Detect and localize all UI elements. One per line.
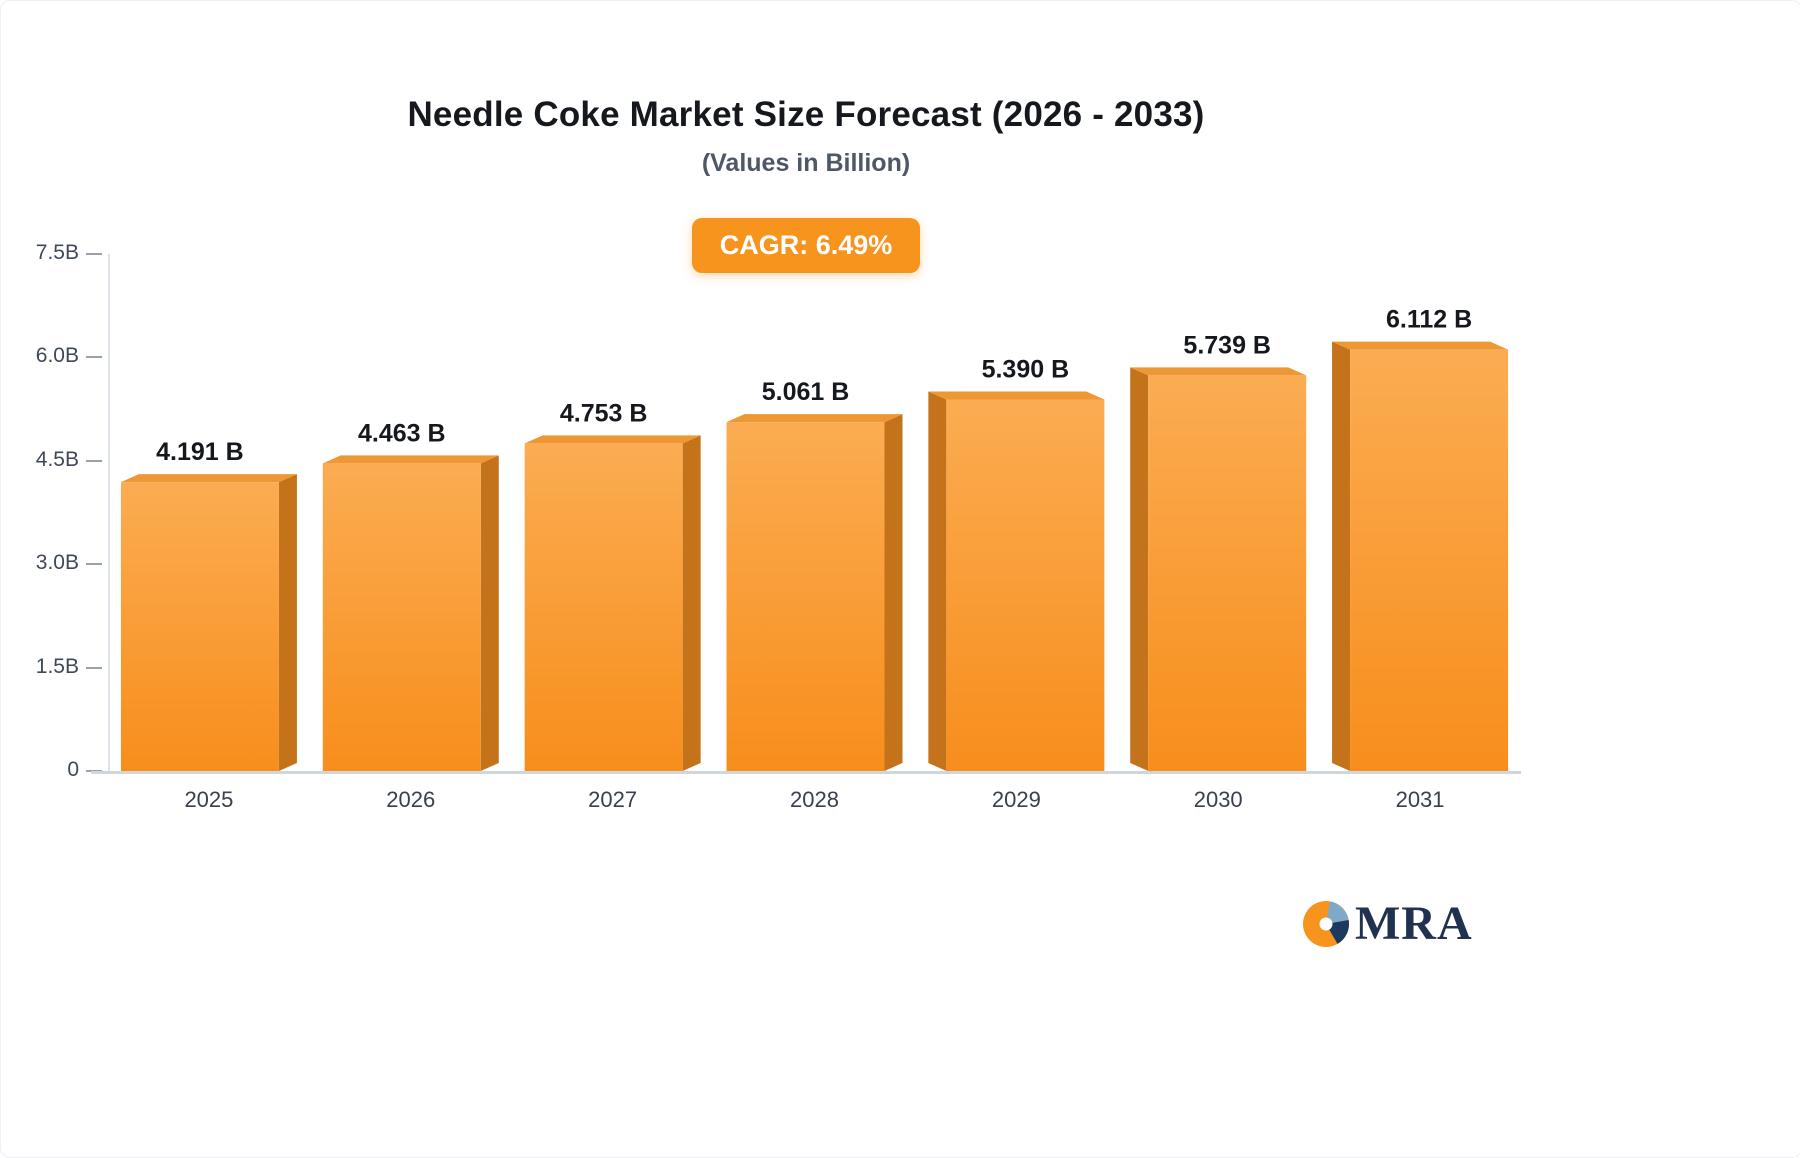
x-category-label: 2030 bbox=[1193, 787, 1243, 812]
bar-front-face bbox=[726, 422, 885, 771]
y-tick-mark bbox=[86, 253, 102, 255]
chart-title: Needle Coke Market Size Forecast (2026 -… bbox=[407, 95, 1205, 134]
brand-logo-text: MRA bbox=[1355, 897, 1473, 950]
bar-top-face bbox=[322, 455, 499, 464]
y-tick-label: 1.5B bbox=[35, 654, 79, 678]
bar-side-face bbox=[884, 414, 903, 771]
bar-2031: 6.112 B bbox=[1332, 306, 1509, 771]
bar-side-face bbox=[278, 474, 297, 771]
bar-value-label: 4.753 B bbox=[560, 399, 648, 427]
bar-side-face bbox=[1332, 341, 1351, 771]
bar-front-face bbox=[322, 463, 481, 771]
x-category-label: 2025 bbox=[184, 787, 234, 812]
bar-value-label: 5.390 B bbox=[982, 355, 1070, 383]
y-tick-label: 0 bbox=[67, 758, 79, 781]
bars-svg: 4.191 B 4.463 B 4.753 B 5.061 B 5.390 B 5.739… bbox=[120, 306, 1509, 771]
x-category-label: 2026 bbox=[386, 787, 436, 812]
bar-2029: 5.390 B bbox=[928, 355, 1105, 771]
bar-top-face bbox=[928, 391, 1105, 400]
x-category-label: 2027 bbox=[588, 787, 638, 812]
bar-front-face bbox=[524, 443, 683, 771]
cagr-badge: CAGR: 6.49% bbox=[691, 218, 921, 274]
bar-value-label: 5.739 B bbox=[1183, 331, 1271, 359]
x-category-label: 2031 bbox=[1395, 787, 1445, 812]
bar-front-face bbox=[1148, 375, 1307, 771]
bar-2027: 4.753 B bbox=[524, 399, 701, 771]
bar-top-face bbox=[524, 435, 701, 444]
y-tick-label: 7.5B bbox=[35, 241, 79, 264]
bar-front-face bbox=[1350, 349, 1509, 771]
y-tick-label: 3.0B bbox=[35, 551, 79, 575]
y-tick-label: 4.5B bbox=[35, 447, 79, 471]
bar-value-label: 4.463 B bbox=[358, 419, 446, 447]
bar-2028: 5.061 B bbox=[726, 378, 903, 771]
bar-side-face bbox=[480, 455, 499, 771]
x-category-label: 2028 bbox=[790, 787, 839, 812]
bar-side-face bbox=[682, 435, 701, 771]
y-tick-mark bbox=[86, 666, 102, 669]
y-tick-mark bbox=[86, 356, 102, 359]
bar-top-face bbox=[1130, 367, 1307, 376]
y-tick-mark bbox=[86, 563, 102, 566]
bar-value-label: 4.191 B bbox=[156, 438, 244, 466]
bar-top-face bbox=[726, 414, 903, 423]
y-axis-line bbox=[108, 254, 110, 771]
x-category-label: 2029 bbox=[991, 787, 1041, 812]
brand-logo: MRA bbox=[1301, 899, 1473, 949]
bar-front-face bbox=[946, 399, 1105, 771]
x-axis-baseline bbox=[91, 771, 1521, 774]
bar-value-label: 6.112 B bbox=[1386, 306, 1472, 334]
bar-top-face bbox=[120, 474, 297, 483]
bar-side-face bbox=[1130, 367, 1149, 771]
bar-front-face bbox=[120, 482, 279, 771]
bar-value-label: 5.061 B bbox=[762, 378, 850, 406]
y-tick-mark bbox=[86, 459, 102, 462]
bar-side-face bbox=[928, 391, 947, 771]
y-tick-label: 6.0B bbox=[35, 344, 79, 368]
bar-2025: 4.191 B bbox=[120, 438, 297, 771]
bar-2030: 5.739 B bbox=[1130, 331, 1307, 771]
chart-header: Needle Coke Market Size Forecast (2026 -… bbox=[1, 95, 1611, 274]
bar-top-face bbox=[1332, 341, 1509, 350]
pie-chart-icon bbox=[1303, 901, 1349, 947]
chart-subtitle: (Values in Billion) bbox=[701, 149, 911, 178]
bar-2026: 4.463 B bbox=[322, 419, 499, 771]
